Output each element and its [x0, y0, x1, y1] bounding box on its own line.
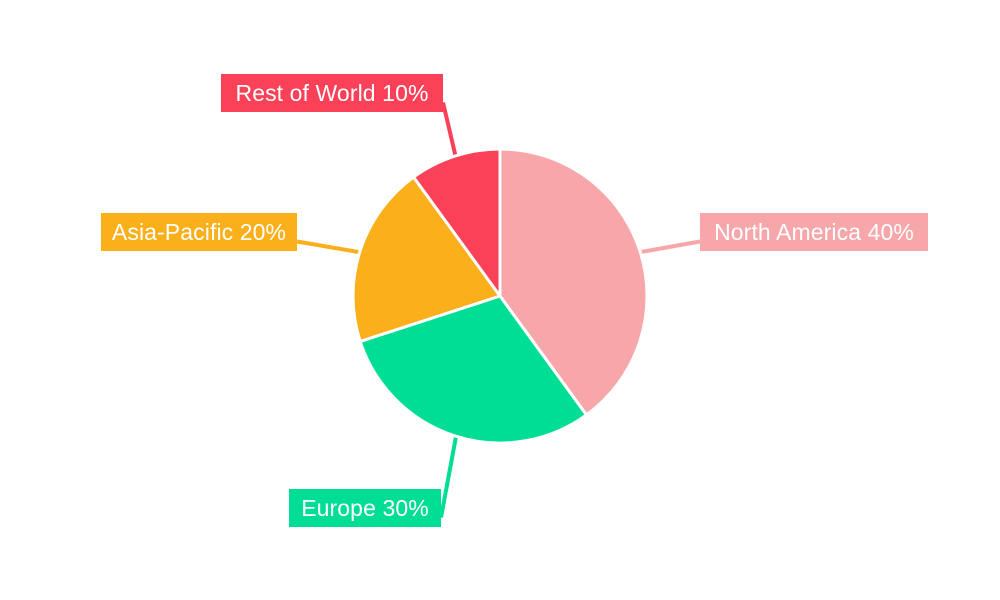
slice-label-rest-of-world[interactable]: Rest of World 10% — [221, 74, 443, 112]
pie-slice-group — [351, 147, 649, 445]
slice-label-asia-pacific[interactable]: Asia-Pacific 20% — [101, 213, 297, 251]
pie-slice-rest-of-world[interactable] — [412, 147, 502, 298]
pie-slice-europe[interactable] — [358, 294, 588, 445]
slice-label-europe[interactable]: Europe 30% — [289, 489, 441, 527]
pie-slice-north-america[interactable] — [498, 147, 649, 417]
leader-line-europe — [439, 424, 461, 518]
pie-slice-asia-pacific[interactable] — [351, 175, 502, 343]
slice-label-north-america[interactable]: North America 40% — [700, 213, 928, 251]
